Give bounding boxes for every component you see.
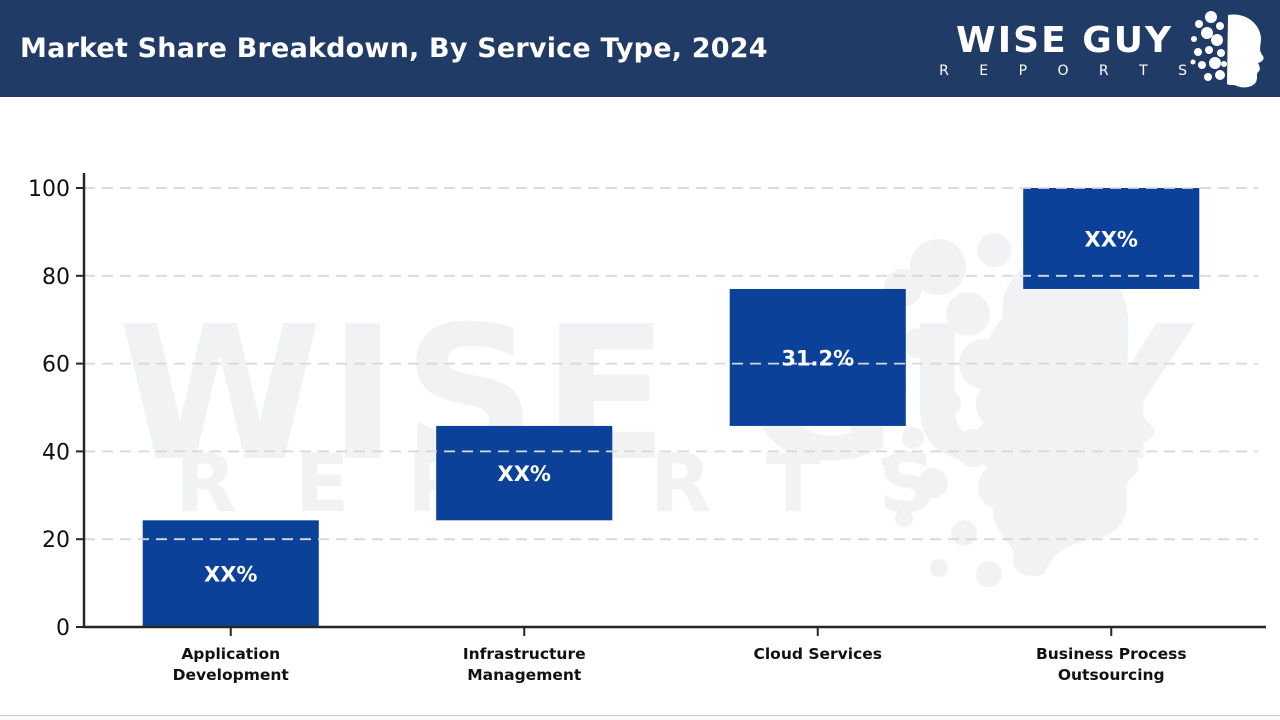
bar-segment: [436, 425, 613, 521]
wise-guy-reports-logo: WISE GUY R E P O R T S: [929, 6, 1272, 94]
bar-value-label: XX%: [498, 462, 551, 486]
bar-segment: [142, 520, 319, 627]
bar-value-label: XX%: [204, 563, 257, 587]
y-tick-label: 100: [28, 177, 70, 202]
x-category-label: Application Development: [173, 645, 290, 684]
bar-value-label: 31.2%: [781, 346, 854, 370]
logo-wordmark: WISE GUY: [956, 19, 1174, 61]
bar-segment: [1023, 188, 1200, 289]
header-bar: Market Share Breakdown, By Service Type,…: [0, 0, 1280, 97]
y-tick-label: 40: [42, 440, 70, 465]
bar-segment: [729, 288, 906, 426]
y-tick-label: 20: [42, 528, 70, 553]
y-tick-label: 80: [42, 265, 70, 290]
bar-value-label: XX%: [1085, 227, 1138, 251]
x-category-label: Infrastructure Management: [463, 645, 586, 684]
footer-divider: [0, 715, 1280, 720]
x-category-label: Cloud Services: [753, 645, 882, 663]
y-tick-label: 60: [42, 353, 70, 378]
watermark-head-icon: [881, 233, 1155, 587]
y-tick-label: 0: [56, 616, 70, 641]
x-category-label: Business Process Outsourcing: [1036, 645, 1187, 684]
waterfall-bar-chart: 0 20 40 60 80 100 XX% Application Development XX%…: [28, 173, 1266, 684]
logo-subtitle: R E P O R T S: [939, 62, 1200, 79]
dotted-head-profile-icon: [1190, 11, 1264, 88]
page-title: Market Share Breakdown, By Service Type,…: [20, 33, 768, 64]
